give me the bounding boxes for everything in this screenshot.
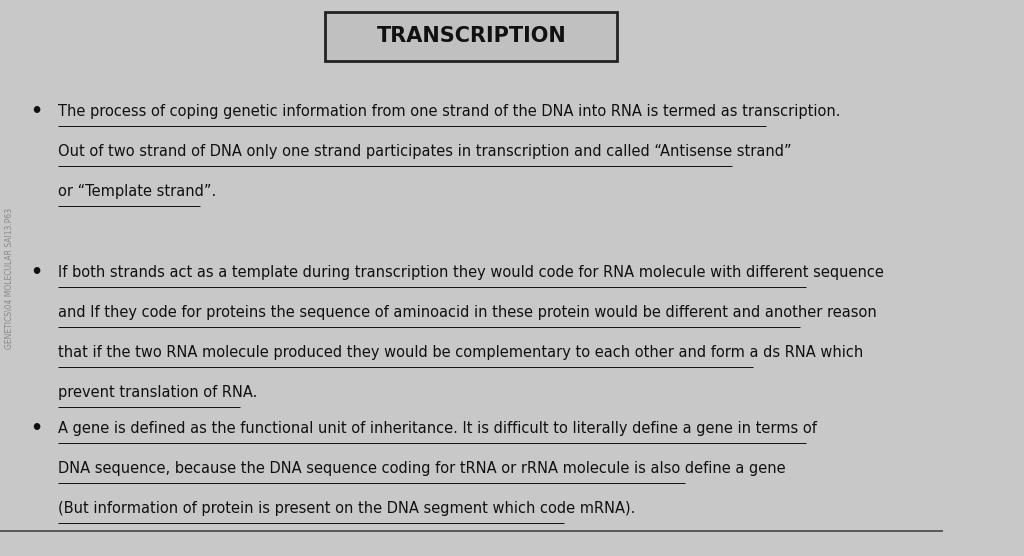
Text: Out of two strand of DNA only one strand participates in transcription and calle: Out of two strand of DNA only one strand… — [58, 144, 792, 158]
FancyBboxPatch shape — [326, 12, 617, 61]
Text: prevent translation of RNA.: prevent translation of RNA. — [58, 385, 258, 400]
Text: that if the two RNA molecule produced they would be complementary to each other : that if the two RNA molecule produced th… — [58, 345, 863, 360]
Text: and If they code for proteins the sequence of aminoacid in these protein would b: and If they code for proteins the sequen… — [58, 305, 878, 320]
Text: or “Template strand”.: or “Template strand”. — [58, 184, 217, 198]
Text: •: • — [30, 263, 42, 282]
Text: TRANSCRIPTION: TRANSCRIPTION — [377, 26, 566, 46]
Text: If both strands act as a template during transcription they would code for RNA m: If both strands act as a template during… — [58, 265, 885, 280]
Text: (But information of protein is present on the DNA segment which code mRNA).: (But information of protein is present o… — [58, 501, 636, 515]
Text: •: • — [30, 102, 42, 121]
Text: GENETICS\04 MOLECULAR SAI13.P63: GENETICS\04 MOLECULAR SAI13.P63 — [5, 207, 14, 349]
Text: •: • — [30, 419, 42, 438]
Text: The process of coping genetic information from one strand of the DNA into RNA is: The process of coping genetic informatio… — [58, 104, 841, 118]
Text: DNA sequence, because the DNA sequence coding for tRNA or rRNA molecule is also : DNA sequence, because the DNA sequence c… — [58, 461, 786, 475]
Text: A gene is defined as the functional unit of inheritance. It is difficult to lite: A gene is defined as the functional unit… — [58, 421, 817, 435]
